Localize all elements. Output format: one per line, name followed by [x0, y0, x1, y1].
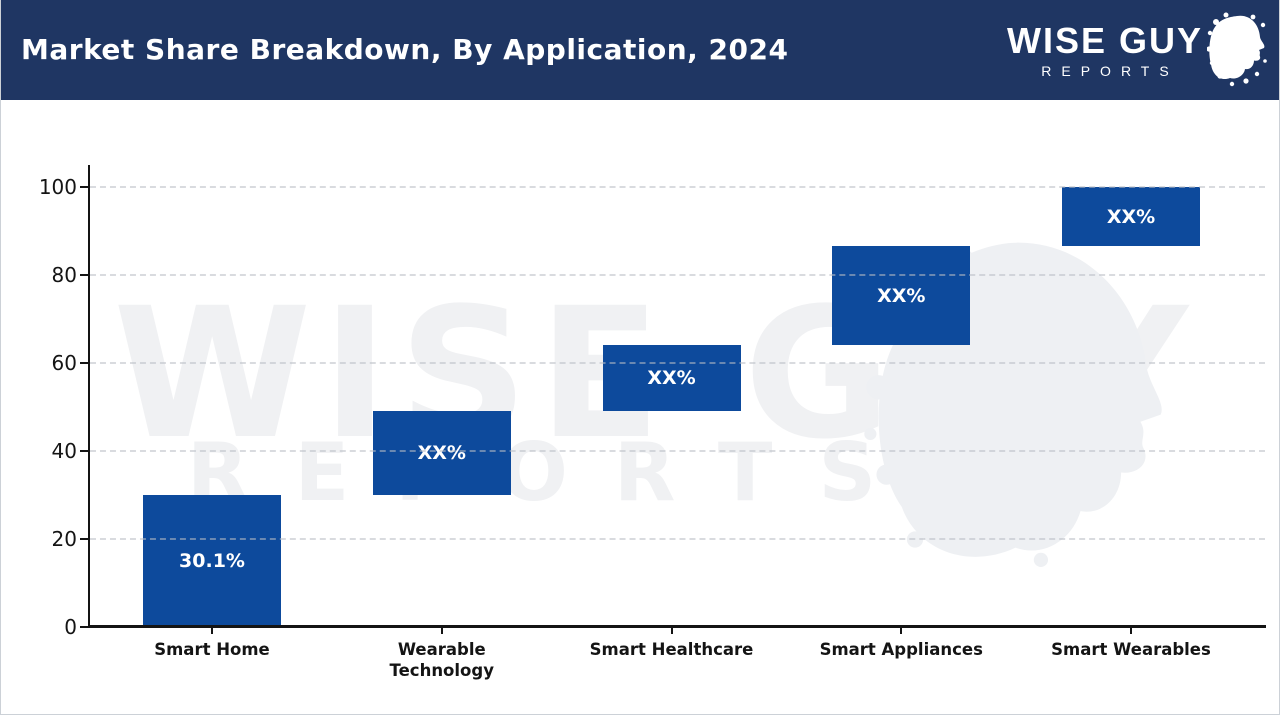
dotted-head-profile-icon: [1207, 12, 1267, 87]
gridline: [90, 450, 1265, 452]
y-axis-tick: [80, 362, 88, 364]
y-axis-tick: [80, 450, 88, 452]
y-tick-label: 60: [51, 351, 77, 375]
y-axis-tick: [80, 186, 88, 188]
x-axis-tick: [1130, 627, 1132, 634]
bar-value-label: XX%: [877, 284, 926, 307]
x-category-label: Smart Appliances: [819, 640, 983, 659]
logo-wordmark: WISE GUY REPORTS: [1006, 19, 1203, 79]
x-category-label: Wearable Technology: [389, 640, 494, 680]
logo-wordmark-line1: WISE GUY: [1006, 19, 1203, 61]
y-tick-label: 40: [51, 439, 77, 463]
x-axis-tick: [440, 627, 443, 634]
bar-segment: XX%: [1062, 187, 1200, 247]
gridline: [90, 186, 1265, 188]
bar-segment: XX%: [832, 246, 971, 346]
x-axis-tick: [211, 627, 213, 634]
bar-value-label: XX%: [1106, 205, 1156, 228]
header-bar: Market Share Breakdown, By Application, …: [1, 0, 1279, 100]
x-axis-line: [88, 625, 1266, 628]
y-tick-label: 20: [51, 527, 77, 551]
gridline: [90, 274, 1265, 276]
y-tick-label: 100: [38, 175, 77, 199]
y-tick-label: 80: [51, 263, 77, 287]
chart-title: Market Share Breakdown, By Application, …: [21, 33, 789, 66]
bar-value-label: XX%: [417, 441, 466, 464]
bar-segment: XX%: [372, 411, 511, 495]
x-axis-tick: [670, 627, 673, 634]
bar-segment: XX%: [602, 345, 741, 412]
bar-segment: 30.1%: [143, 494, 281, 627]
x-axis-tick: [900, 627, 903, 634]
y-axis-line: [88, 165, 90, 628]
x-category-label: Smart Home: [154, 640, 270, 659]
bar-value-label: XX%: [647, 367, 696, 390]
y-tick-label: 0: [64, 615, 77, 639]
bar-value-label: 30.1%: [179, 549, 245, 572]
plot-area: WISE GUY REPORTS 30.1%XX%XX%XX%XX% 02040…: [1, 100, 1279, 714]
gridline: [90, 538, 1265, 540]
y-axis-tick: [80, 538, 88, 540]
brand-logo: WISE GUY REPORTS: [1007, 10, 1267, 90]
x-category-label: Smart Wearables: [1051, 640, 1211, 659]
watermark-subtext: REPORTS: [187, 426, 923, 519]
logo-wordmark-line2: REPORTS: [1041, 62, 1179, 79]
y-axis-tick: [80, 626, 88, 628]
gridline: [90, 362, 1265, 364]
x-category-label: Smart Healthcare: [589, 640, 754, 659]
y-axis-tick: [80, 274, 88, 276]
